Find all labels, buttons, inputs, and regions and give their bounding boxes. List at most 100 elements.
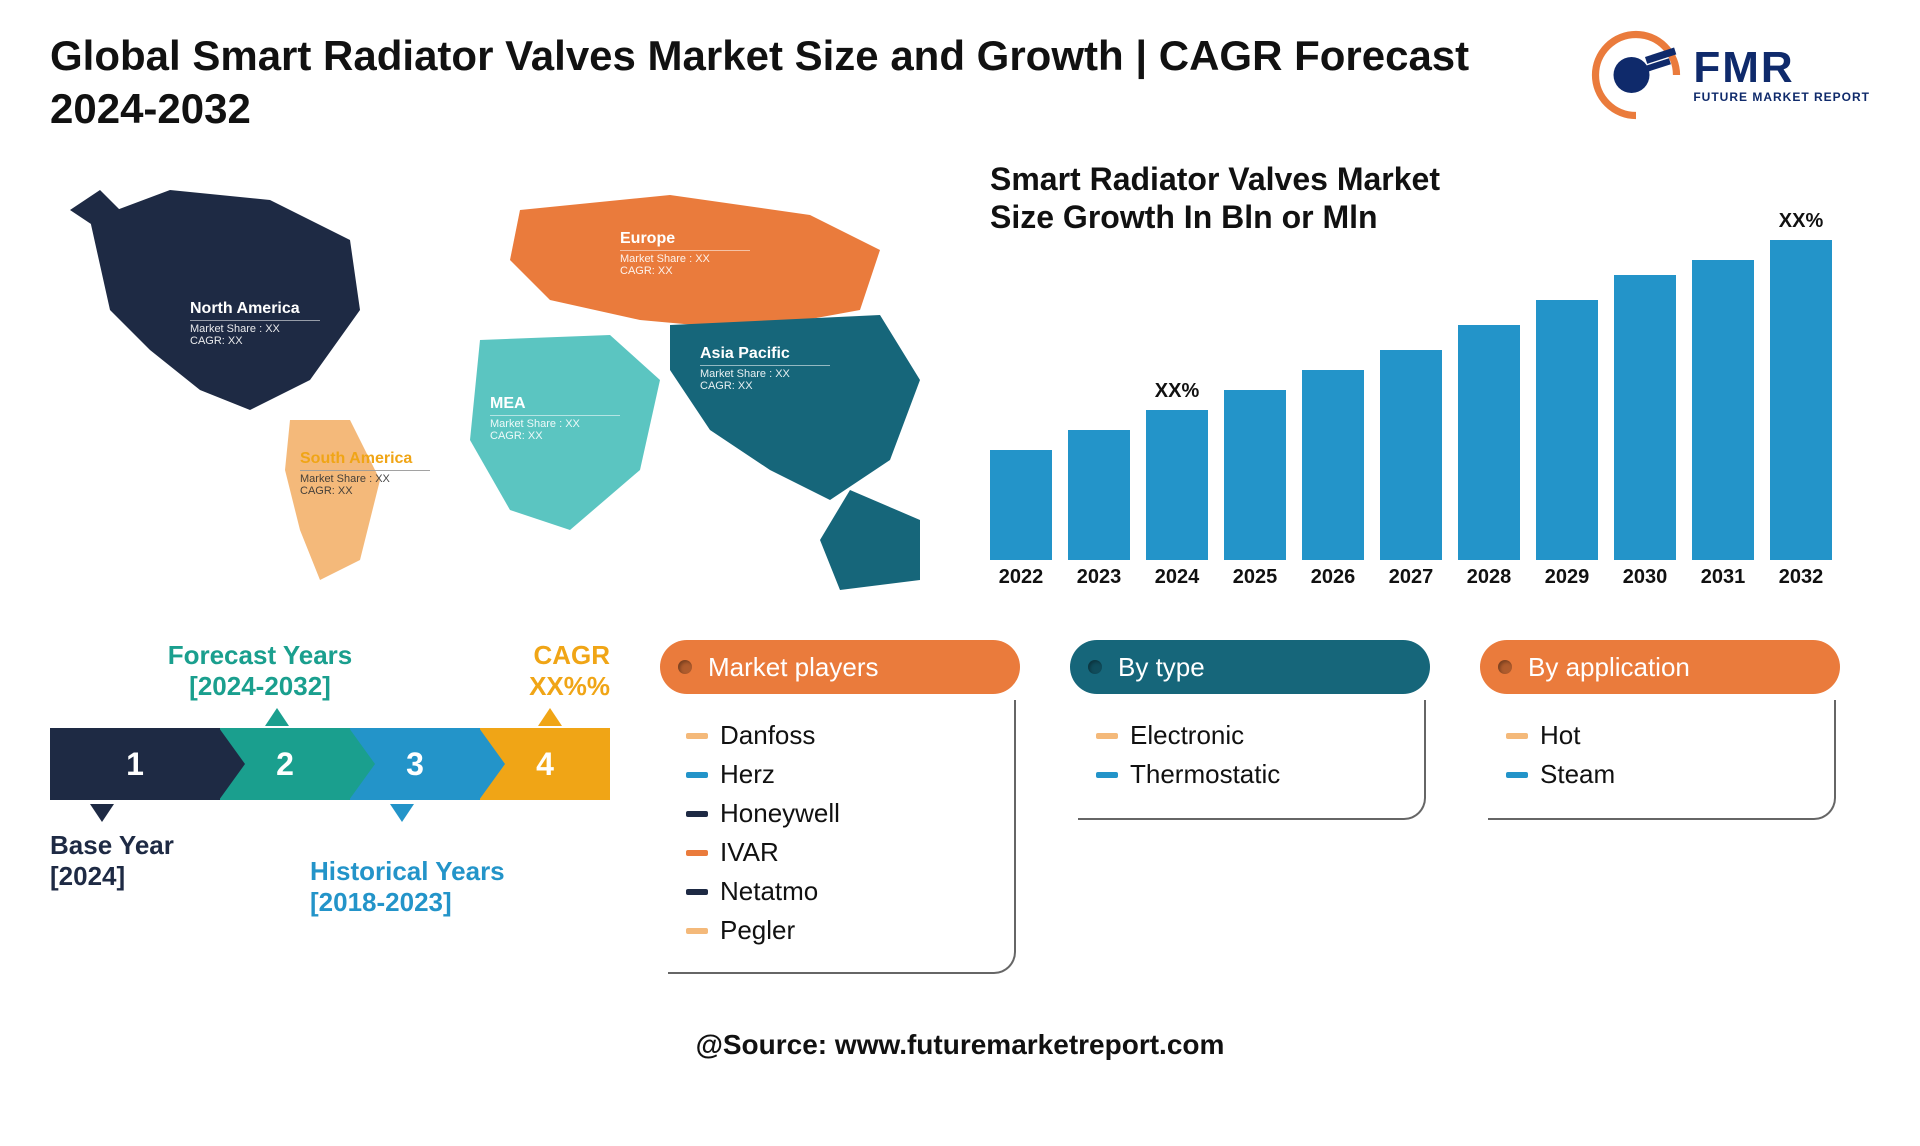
bar-col: 2026 [1302, 370, 1364, 589]
bar-year-label: 2030 [1623, 566, 1668, 589]
bar-year-label: 2024 [1155, 566, 1200, 589]
tick-icon [686, 889, 708, 895]
list-item: Danfoss [686, 720, 1002, 751]
forecast-range: [2024-2032] [50, 671, 470, 702]
bar-year-label: 2026 [1311, 566, 1356, 589]
hist-label: Historical Years [310, 856, 505, 887]
item-label: Netatmo [720, 876, 818, 907]
bar-year-label: 2028 [1467, 566, 1512, 589]
bar [1536, 300, 1598, 560]
item-label: Steam [1540, 759, 1615, 790]
cagr-value: XX%% [470, 671, 610, 702]
page-title: Global Smart Radiator Valves Market Size… [50, 30, 1550, 135]
bar [1302, 370, 1364, 560]
arrow-up-icon [538, 708, 562, 726]
bar-col: 2030 [1614, 275, 1676, 589]
tick-icon [686, 811, 708, 817]
growth-bar-chart: Smart Radiator Valves Market Size Growth… [990, 160, 1870, 590]
list-item: Netatmo [686, 876, 1002, 907]
hist-range: [2018-2023] [310, 887, 505, 918]
cat-header-players: Market players [660, 640, 1020, 694]
item-label: IVAR [720, 837, 779, 868]
tick-icon [1506, 733, 1528, 739]
list-item: Hot [1506, 720, 1822, 751]
bar-year-label: 2025 [1233, 566, 1278, 589]
region-share: Market Share : XX [300, 473, 390, 485]
tick-icon [686, 733, 708, 739]
bar-year-label: 2031 [1701, 566, 1746, 589]
region-label-ap: Asia Pacific [700, 345, 830, 363]
bar-col: 2022 [990, 450, 1052, 589]
bar [1224, 390, 1286, 560]
bar [990, 450, 1052, 560]
bar-col: 2031 [1692, 260, 1754, 589]
market-players-column: Market players Danfoss Herz Honeywell IVAR N… [660, 640, 1020, 974]
region-share: Market Share : XX [190, 323, 280, 335]
bar: XX% [1770, 240, 1832, 560]
logo-text-main: FMR [1693, 46, 1870, 90]
list-item: Steam [1506, 759, 1822, 790]
region-label-eu: Europe [620, 230, 750, 248]
timeline-seg-1: 1 [50, 728, 220, 800]
item-label: Thermostatic [1130, 759, 1280, 790]
region-share: Market Share : XX [700, 368, 790, 380]
bar-annotation: XX% [1779, 210, 1823, 233]
bar-year-label: 2027 [1389, 566, 1434, 589]
tick-icon [686, 772, 708, 778]
fmr-logo-icon [1591, 30, 1681, 120]
region-cagr: CAGR: XX [490, 430, 543, 442]
list-item: Honeywell [686, 798, 1002, 829]
tick-icon [1096, 772, 1118, 778]
item-label: Honeywell [720, 798, 840, 829]
list-item: Pegler [686, 915, 1002, 946]
list-item: IVAR [686, 837, 1002, 868]
source-attribution: @Source: www.futuremarketreport.com [50, 1029, 1870, 1061]
list-item: Herz [686, 759, 1002, 790]
forecast-label: Forecast Years [50, 640, 470, 671]
fmr-logo: FMR FUTURE MARKET REPORT [1591, 30, 1870, 120]
region-cagr: CAGR: XX [620, 265, 673, 277]
bar-col: 2025 [1224, 390, 1286, 589]
bar [1692, 260, 1754, 560]
cat-header-application: By application [1480, 640, 1840, 694]
arrow-down-icon [390, 804, 414, 822]
region-cagr: CAGR: XX [300, 485, 353, 497]
bar-col: 2028 [1458, 325, 1520, 589]
tick-icon [1096, 733, 1118, 739]
dot-icon [1498, 660, 1512, 674]
arrow-down-icon [90, 804, 114, 822]
region-label-na: North America [190, 300, 320, 318]
cat-title: By application [1528, 652, 1690, 683]
bar-col: 2023 [1068, 430, 1130, 589]
item-label: Danfoss [720, 720, 815, 751]
item-label: Electronic [1130, 720, 1244, 751]
region-share: Market Share : XX [490, 418, 580, 430]
cat-header-type: By type [1070, 640, 1430, 694]
chart-title: Smart Radiator Valves Market Size Growth… [990, 160, 1470, 237]
cat-title: By type [1118, 652, 1205, 683]
world-map: North America Market Share : XXCAGR: XX … [50, 160, 950, 590]
dot-icon [1088, 660, 1102, 674]
by-type-column: By type Electronic Thermostatic [1070, 640, 1430, 820]
bar-col: XX% 2024 [1146, 410, 1208, 589]
region-south-america [285, 420, 380, 580]
bar-annotation: XX% [1155, 380, 1199, 403]
bar-col: 2027 [1380, 350, 1442, 589]
item-label: Hot [1540, 720, 1580, 751]
region-cagr: CAGR: XX [700, 380, 753, 392]
region-cagr: CAGR: XX [190, 335, 243, 347]
tick-icon [686, 928, 708, 934]
bar: XX% [1146, 410, 1208, 560]
bar-year-label: 2022 [999, 566, 1044, 589]
list-item: Thermostatic [1096, 759, 1412, 790]
bar [1458, 325, 1520, 560]
arrow-up-icon [265, 708, 289, 726]
bar-col: 2029 [1536, 300, 1598, 589]
timeline: Forecast Years [2024-2032] CAGR XX%% 1 2… [50, 640, 610, 910]
bar [1068, 430, 1130, 560]
bar [1380, 350, 1442, 560]
region-label-mea: MEA [490, 395, 620, 413]
list-item: Electronic [1096, 720, 1412, 751]
item-label: Pegler [720, 915, 795, 946]
bar-year-label: 2032 [1779, 566, 1824, 589]
